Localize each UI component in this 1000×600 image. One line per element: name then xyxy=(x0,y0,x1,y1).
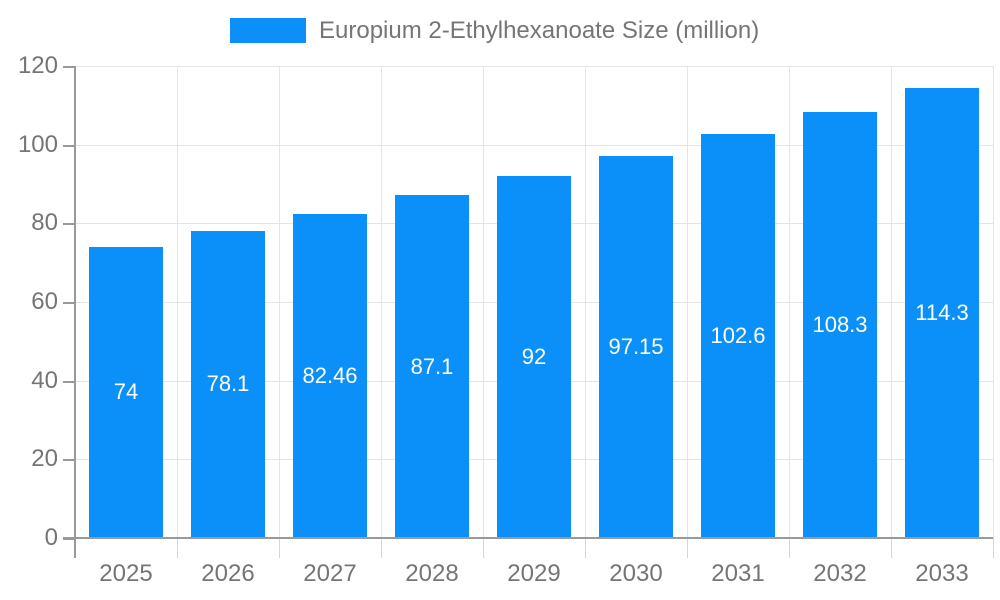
bar-2031[interactable] xyxy=(701,134,775,538)
y-axis-tick-label: 0 xyxy=(44,524,58,551)
bar-2026[interactable] xyxy=(191,230,265,538)
x-gridline xyxy=(789,66,790,538)
x-axis-tick xyxy=(381,538,382,558)
x-gridline xyxy=(687,66,688,538)
y-axis-tick-label: 80 xyxy=(31,209,58,236)
y-axis-tick-label: 60 xyxy=(31,288,58,315)
bar-value-label: 92 xyxy=(521,344,547,370)
x-axis-line xyxy=(63,537,993,539)
y-axis-tick xyxy=(63,381,75,383)
bar-value-label: 108.3 xyxy=(812,312,868,337)
bar-2032[interactable] xyxy=(803,112,877,538)
y-axis-tick-label: 120 xyxy=(17,52,58,79)
y-axis-tick xyxy=(63,538,75,540)
x-axis-tick-label: 2033 xyxy=(915,560,969,587)
x-axis-tick xyxy=(585,538,586,558)
bar-2033[interactable] xyxy=(905,88,979,538)
x-axis-tick xyxy=(687,538,688,558)
y-gridline xyxy=(75,66,993,67)
y-gridline xyxy=(75,145,993,146)
bar-value-label: 97.15 xyxy=(608,333,664,359)
y-axis-tick-label: 20 xyxy=(31,445,58,472)
x-axis-tick-label: 2031 xyxy=(711,560,765,587)
bar-value-label: 78.1 xyxy=(206,371,250,397)
x-axis-tick xyxy=(483,538,484,558)
x-gridline xyxy=(381,66,382,538)
legend-swatch-icon[interactable] xyxy=(230,18,306,43)
x-axis-tick xyxy=(789,538,790,558)
legend-label: Europium 2-Ethylhexanoate Size (million) xyxy=(319,17,760,44)
bar-2030[interactable] xyxy=(599,155,673,538)
bar-value-label: 102.6 xyxy=(710,323,766,349)
x-axis-tick xyxy=(279,538,280,558)
x-axis-tick-label: 2025 xyxy=(99,560,153,587)
y-axis-tick xyxy=(63,302,75,304)
bar-2025[interactable] xyxy=(89,246,163,538)
y-axis-tick xyxy=(63,223,75,225)
x-axis-tick xyxy=(177,538,178,558)
x-axis-tick xyxy=(891,538,892,558)
bar-value-label: 74 xyxy=(113,379,139,405)
x-axis-tick-label: 2028 xyxy=(405,560,459,587)
bar-value-label: 114.3 xyxy=(915,300,969,326)
bar-2027[interactable] xyxy=(293,213,367,538)
bar-2028[interactable] xyxy=(395,195,469,538)
x-axis-tick-label: 2027 xyxy=(303,560,357,587)
y-axis-line xyxy=(74,66,76,558)
y-axis-tick xyxy=(63,145,75,147)
x-gridline xyxy=(993,66,994,538)
x-axis-tick xyxy=(993,538,994,558)
y-axis-tick-label: 100 xyxy=(17,131,58,158)
bar-2029[interactable] xyxy=(497,176,571,538)
x-axis-tick-label: 2026 xyxy=(201,560,255,587)
x-gridline xyxy=(177,66,178,538)
chart-legend[interactable]: Europium 2-Ethylhexanoate Size (million) xyxy=(230,18,759,43)
x-gridline xyxy=(891,66,892,538)
y-axis-tick xyxy=(63,66,75,68)
x-axis-tick-label: 2032 xyxy=(813,560,867,587)
x-axis-tick-label: 2029 xyxy=(507,560,561,587)
x-gridline xyxy=(279,66,280,538)
bar-value-label: 82.46 xyxy=(302,362,358,388)
bar-value-label: 87.1 xyxy=(410,353,454,379)
y-axis-tick xyxy=(63,459,75,461)
x-axis-tick-label: 2030 xyxy=(609,560,663,587)
y-axis-tick-label: 40 xyxy=(31,367,58,394)
x-gridline xyxy=(483,66,484,538)
x-gridline xyxy=(585,66,586,538)
